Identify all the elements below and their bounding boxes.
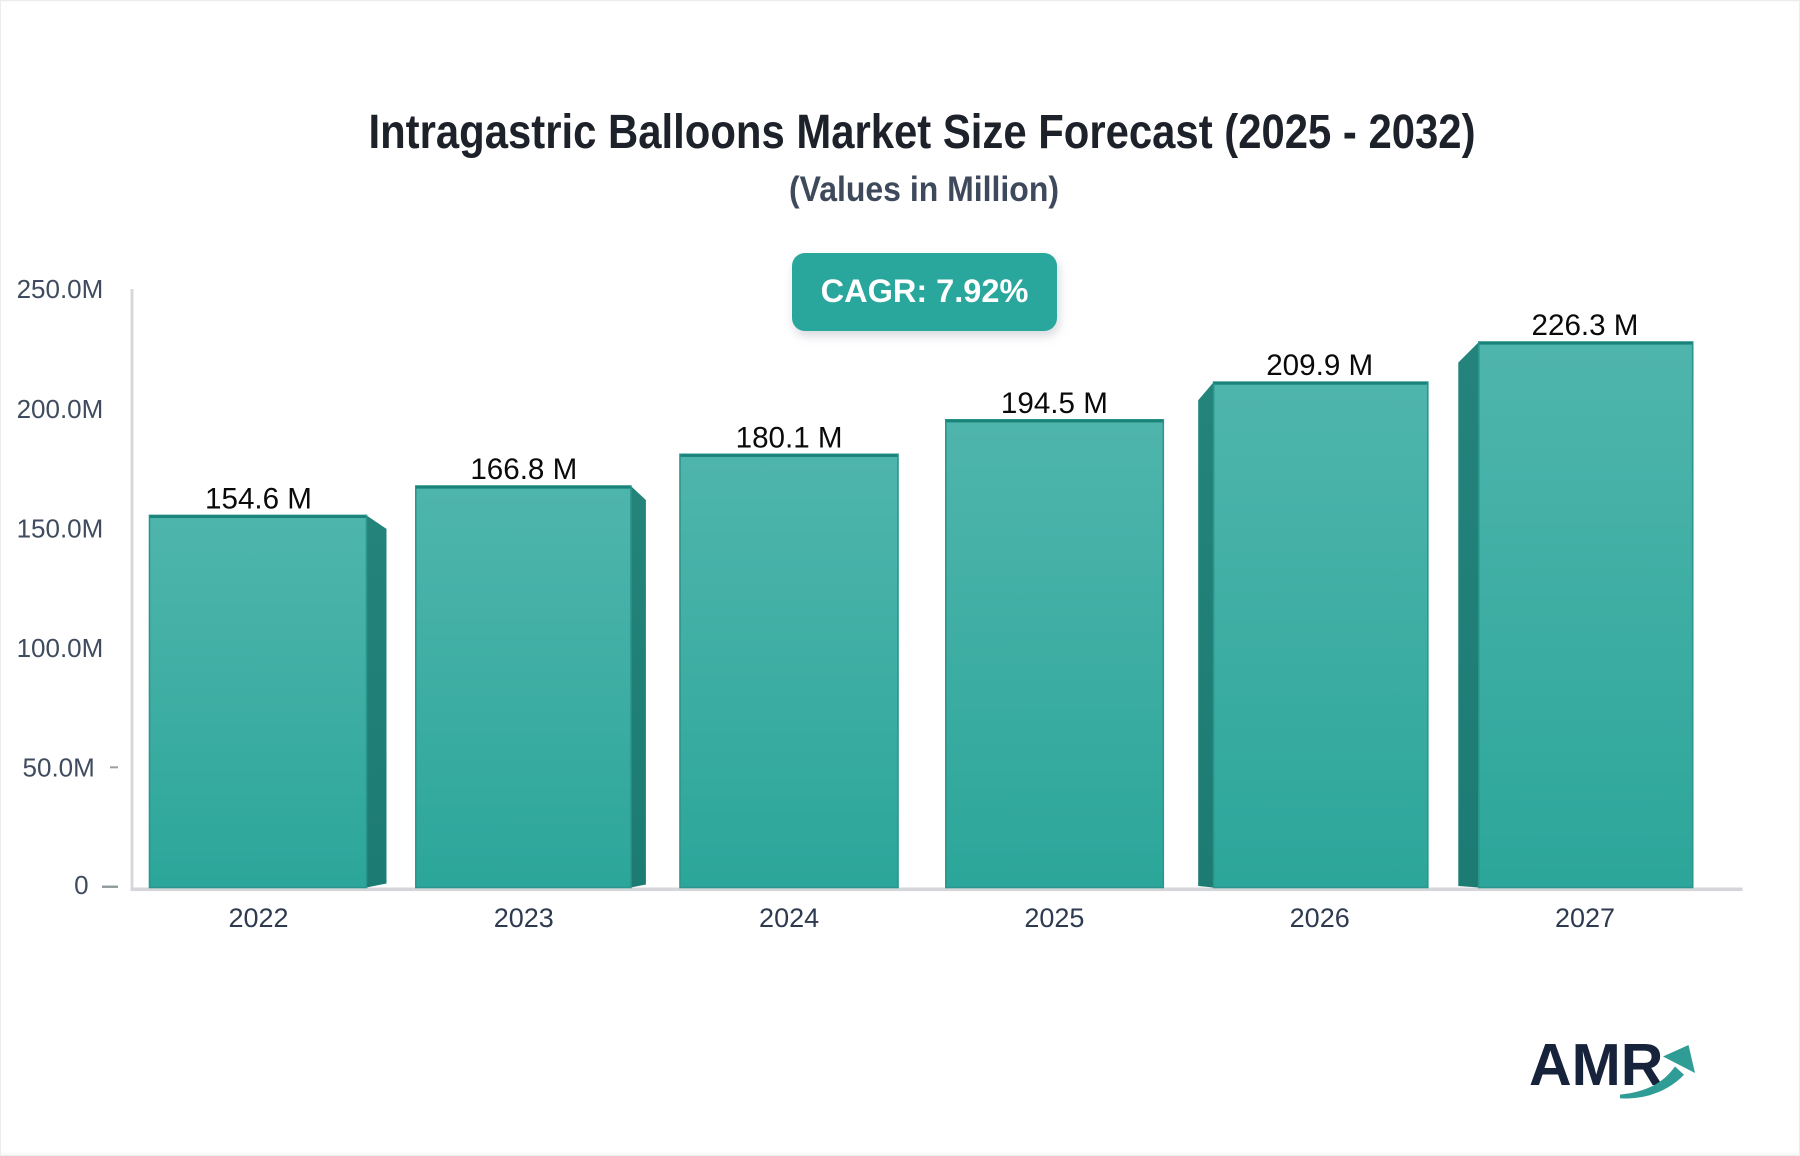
svg-text:2027: 2027 [1555, 903, 1615, 933]
svg-text:Intragastric Balloons Market S: Intragastric Balloons Market Size Foreca… [369, 106, 1476, 159]
svg-text:194.5 M: 194.5 M [1001, 387, 1108, 420]
svg-text:180.1 M: 180.1 M [736, 421, 843, 454]
svg-text:0: 0 [74, 870, 88, 900]
svg-text:2022: 2022 [228, 903, 288, 933]
svg-text:209.9 M: 209.9 M [1266, 349, 1373, 382]
svg-text:AMR: AMR [1529, 1032, 1663, 1098]
svg-text:2023: 2023 [494, 903, 554, 933]
svg-text:2026: 2026 [1290, 903, 1350, 933]
svg-text:154.6 M: 154.6 M [205, 482, 312, 515]
svg-text:250.0M: 250.0M [17, 274, 104, 304]
svg-text:226.3 M: 226.3 M [1532, 309, 1639, 342]
svg-text:2025: 2025 [1024, 903, 1084, 933]
svg-text:CAGR: 7.92%: CAGR: 7.92% [821, 273, 1029, 309]
svg-text:(Values in Million): (Values in Million) [789, 170, 1059, 209]
svg-text:150.0M: 150.0M [17, 514, 104, 544]
svg-text:2024: 2024 [759, 903, 819, 933]
svg-text:100.0M: 100.0M [17, 633, 104, 663]
svg-text:50.0M: 50.0M [23, 752, 95, 782]
svg-text:200.0M: 200.0M [17, 394, 104, 424]
svg-text:166.8 M: 166.8 M [470, 453, 577, 486]
